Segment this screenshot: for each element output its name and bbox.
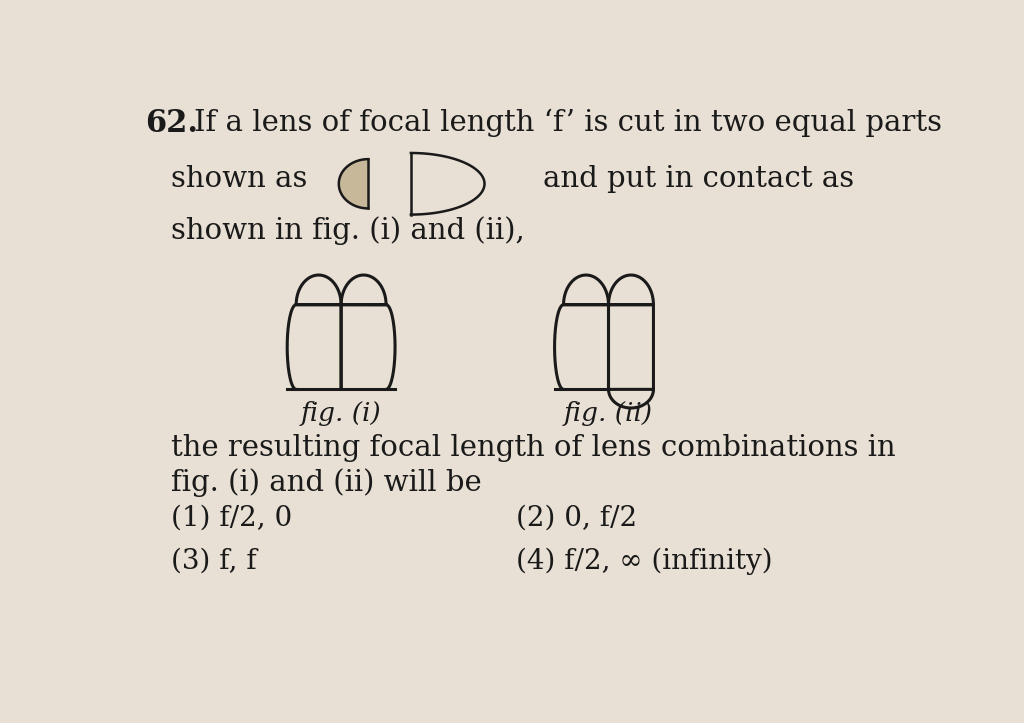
Text: 62.: 62. <box>145 108 198 140</box>
Text: (4) f/2, ∞ (infinity): (4) f/2, ∞ (infinity) <box>515 547 772 575</box>
Polygon shape <box>608 275 653 408</box>
Text: shown in fig. (i) and (ii),: shown in fig. (i) and (ii), <box>171 216 524 245</box>
Text: shown as: shown as <box>171 165 307 192</box>
Text: the resulting focal length of lens combinations in: the resulting focal length of lens combi… <box>171 434 895 462</box>
Text: (3) f, f: (3) f, f <box>171 547 256 574</box>
Polygon shape <box>411 153 484 215</box>
Text: fig. (i): fig. (i) <box>301 401 381 426</box>
Polygon shape <box>339 159 369 208</box>
Text: (1) f/2, 0: (1) f/2, 0 <box>171 505 292 532</box>
Text: and put in contact as: and put in contact as <box>543 165 854 192</box>
Polygon shape <box>555 275 608 390</box>
Polygon shape <box>341 275 395 390</box>
Text: fig. (i) and (ii) will be: fig. (i) and (ii) will be <box>171 468 481 497</box>
Text: If a lens of focal length ‘f’ is cut in two equal parts: If a lens of focal length ‘f’ is cut in … <box>194 108 942 137</box>
Text: (2) 0, f/2: (2) 0, f/2 <box>515 505 637 532</box>
Text: fig. (ii): fig. (ii) <box>564 401 653 426</box>
Polygon shape <box>287 275 341 390</box>
